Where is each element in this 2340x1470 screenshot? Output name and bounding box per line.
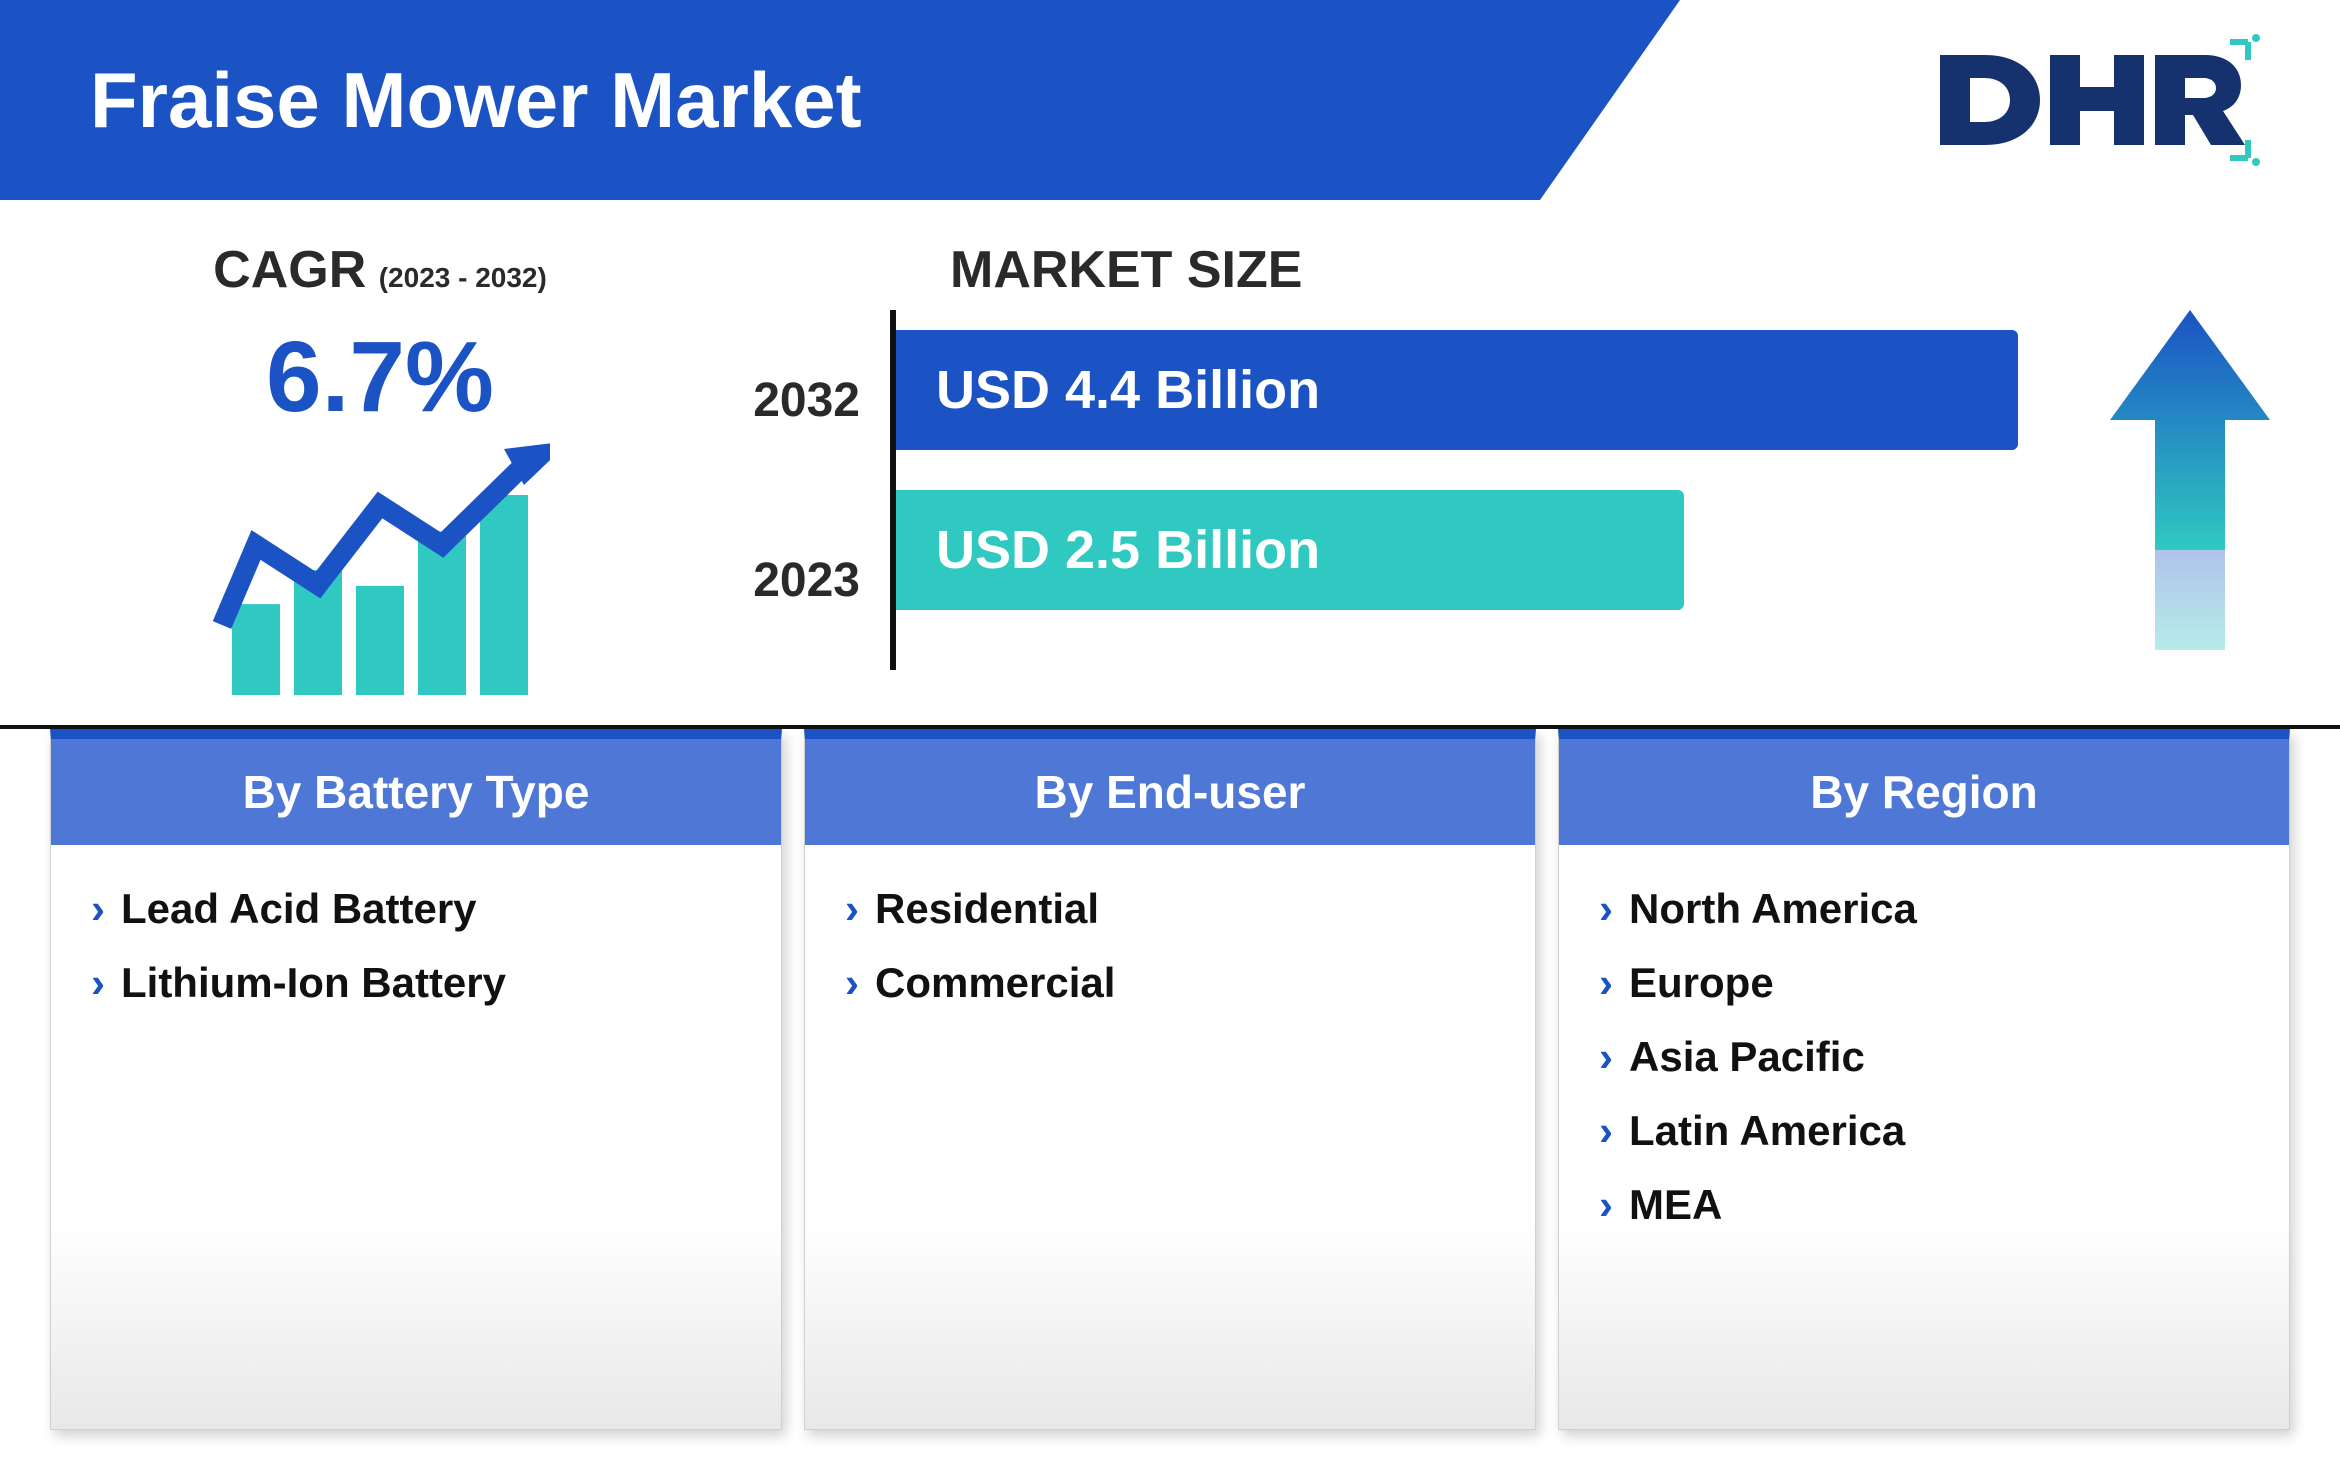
year-label: 2032 xyxy=(753,373,860,428)
chevron-right-icon: › xyxy=(91,959,105,1007)
year-label: 2023 xyxy=(753,553,860,608)
header: Fraise Mower Market xyxy=(0,0,2340,200)
segment-item: › North America xyxy=(1599,885,2249,933)
market-bars-wrap: 2032 2023 USD 4.4 Billion USD 2.5 Billio… xyxy=(690,310,2270,670)
segments-row: By Battery Type › Lead Acid Battery › Lithiu… xyxy=(0,729,2340,1470)
segment-item: › Europe xyxy=(1599,959,2249,1007)
market-bar-2023: USD 2.5 Billion xyxy=(896,490,1684,610)
market-bars-column: USD 4.4 Billion USD 2.5 Billion xyxy=(890,310,2090,670)
segment-item-label: Lead Acid Battery xyxy=(121,885,477,933)
segment-item: › Commercial xyxy=(845,959,1495,1007)
segment-card: By End-user › Residential › Commercial xyxy=(804,729,1536,1430)
market-bar-label: USD 4.4 Billion xyxy=(936,359,1320,421)
market-bar-label: USD 2.5 Billion xyxy=(936,519,1320,581)
segment-item-label: MEA xyxy=(1629,1181,1722,1229)
segment-body: › Residential › Commercial xyxy=(805,845,1535,1047)
segment-item-label: North America xyxy=(1629,885,1917,933)
market-size-block: MARKET SIZE 2032 2023 USD 4.4 Billion US… xyxy=(690,240,2270,695)
segment-card: By Region › North America › Europe › Asia Paci… xyxy=(1558,729,2290,1430)
chevron-right-icon: › xyxy=(1599,959,1613,1007)
segment-title: By Battery Type xyxy=(51,739,781,845)
cagr-mini-chart-icon xyxy=(210,435,550,695)
segment-item-label: Latin America xyxy=(1629,1107,1905,1155)
up-arrow-icon xyxy=(2110,310,2270,670)
segment-body: › Lead Acid Battery › Lithium-Ion Battery xyxy=(51,845,781,1047)
segment-item: › MEA xyxy=(1599,1181,2249,1229)
segment-item: › Latin America xyxy=(1599,1107,2249,1155)
cagr-content: 6.7% xyxy=(210,320,550,695)
segment-item: › Residential xyxy=(845,885,1495,933)
segment-title: By Region xyxy=(1559,739,2289,845)
segment-item: › Asia Pacific xyxy=(1599,1033,2249,1081)
chevron-right-icon: › xyxy=(845,959,859,1007)
chevron-right-icon: › xyxy=(1599,1107,1613,1155)
cagr-years: (2023 - 2032) xyxy=(379,262,547,293)
chevron-right-icon: › xyxy=(1599,885,1613,933)
segment-card: By Battery Type › Lead Acid Battery › Lithiu… xyxy=(50,729,782,1430)
segment-title: By End-user xyxy=(805,739,1535,845)
growth-arrow xyxy=(2090,310,2270,670)
dhr-logo-icon xyxy=(1930,30,2260,170)
market-size-label: MARKET SIZE xyxy=(950,240,2270,300)
segment-item-label: Asia Pacific xyxy=(1629,1033,1865,1081)
cagr-label: CAGR xyxy=(213,241,366,299)
cagr-value: 6.7% xyxy=(266,320,494,435)
metrics-row: CAGR (2023 - 2032) 6.7% MARKET SIZE 2032… xyxy=(0,200,2340,729)
brand-logo xyxy=(1930,30,2260,170)
segment-item: › Lithium-Ion Battery xyxy=(91,959,741,1007)
chevron-right-icon: › xyxy=(1599,1181,1613,1229)
page-title: Fraise Mower Market xyxy=(90,55,862,146)
header-bar: Fraise Mower Market xyxy=(0,0,1200,200)
market-bar-2032: USD 4.4 Billion xyxy=(896,330,2018,450)
infographic-root: Fraise Mower Market CAGR xyxy=(0,0,2340,1470)
segment-item-label: Residential xyxy=(875,885,1099,933)
chevron-right-icon: › xyxy=(91,885,105,933)
market-years-column: 2032 2023 xyxy=(690,310,890,670)
segment-item-label: Europe xyxy=(1629,959,1774,1007)
chevron-right-icon: › xyxy=(845,885,859,933)
segment-body: › North America › Europe › Asia Pacific › Latin… xyxy=(1559,845,2289,1269)
chevron-right-icon: › xyxy=(1599,1033,1613,1081)
segment-item-label: Lithium-Ion Battery xyxy=(121,959,506,1007)
cagr-block: CAGR (2023 - 2032) 6.7% xyxy=(70,240,690,695)
cagr-heading: CAGR (2023 - 2032) xyxy=(213,240,547,300)
segment-item-label: Commercial xyxy=(875,959,1115,1007)
segment-item: › Lead Acid Battery xyxy=(91,885,741,933)
